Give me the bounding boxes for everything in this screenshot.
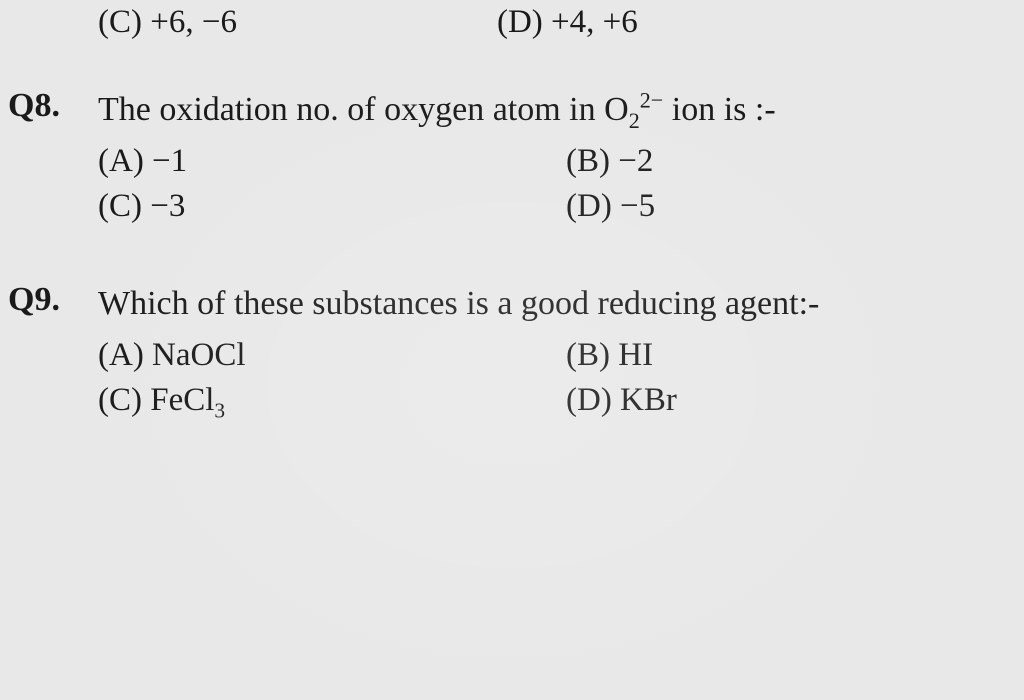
question-8-option-a: (A) −1 <box>98 143 526 180</box>
question-8: Q8. The oxidation no. of oxygen atom in … <box>0 87 1024 225</box>
question-9: Q9. Which of these substances is a good … <box>0 281 1024 419</box>
question-9-option-c: (C) FeCl3 <box>98 382 526 419</box>
question-9-option-b: (B) HI <box>566 337 994 374</box>
prev-option-c: (C) +6, −6 <box>98 4 237 41</box>
question-8-option-c: (C) −3 <box>98 188 526 225</box>
prev-option-d: (D) +4, +6 <box>497 4 638 41</box>
previous-question-options-fragment: (C) +6, −6 (D) +4, +6 <box>0 0 1024 41</box>
question-8-option-b: (B) −2 <box>566 143 994 180</box>
question-8-options: (A) −1 (B) −2 (C) −3 (D) −5 <box>98 143 994 225</box>
question-8-option-d: (D) −5 <box>566 188 994 225</box>
question-8-stem: The oxidation no. of oxygen atom in O22−… <box>98 87 994 133</box>
question-9-option-d: (D) KBr <box>566 382 994 419</box>
question-9-options: (A) NaOCl (B) HI (C) FeCl3 (D) KBr <box>98 337 994 419</box>
question-9-number: Q9. <box>0 281 98 319</box>
page: (C) +6, −6 (D) +4, +6 Q8. The oxidation … <box>0 0 1024 700</box>
question-9-option-a: (A) NaOCl <box>98 337 526 374</box>
question-8-body: The oxidation no. of oxygen atom in O22−… <box>98 87 1024 225</box>
question-9-body: Which of these substances is a good redu… <box>98 281 1024 419</box>
question-8-number: Q8. <box>0 87 98 125</box>
question-9-stem: Which of these substances is a good redu… <box>98 281 994 327</box>
